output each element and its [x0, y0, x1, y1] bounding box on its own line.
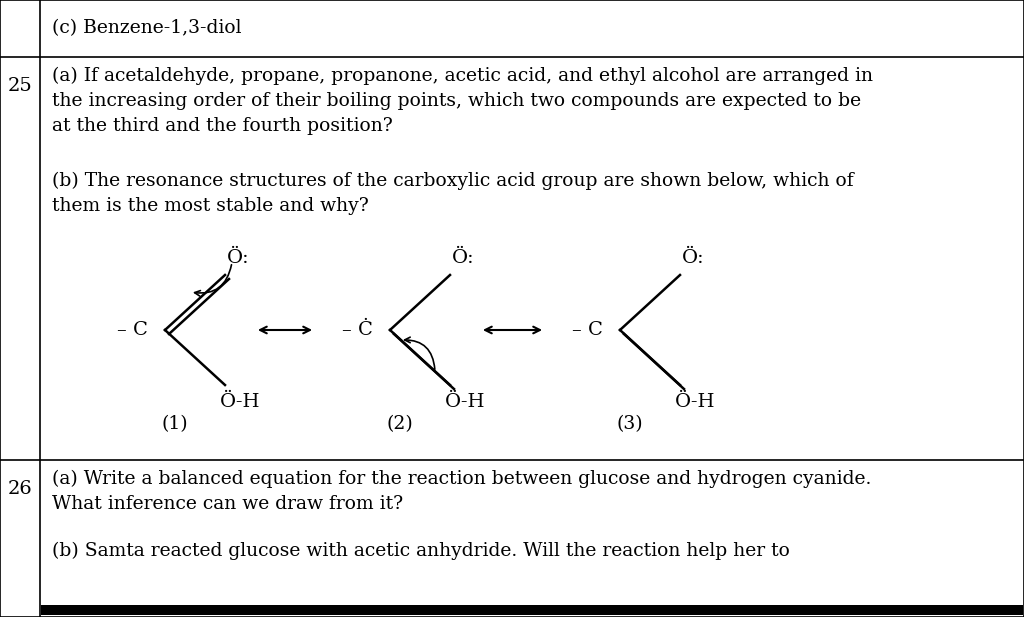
Text: – C: – C	[117, 321, 147, 339]
FancyArrowPatch shape	[260, 326, 310, 333]
Text: Ö:: Ö:	[452, 249, 475, 267]
Text: Ö-H: Ö-H	[675, 393, 716, 411]
Text: Ö:: Ö:	[682, 249, 705, 267]
Text: (a) If acetaldehyde, propane, propanone, acetic acid, and ethyl alcohol are arra: (a) If acetaldehyde, propane, propanone,…	[52, 67, 873, 135]
Text: Ö:: Ö:	[227, 249, 250, 267]
Bar	[41, 605, 1023, 615]
Text: – Ċ: – Ċ	[342, 321, 373, 339]
Text: (2): (2)	[387, 415, 414, 433]
Text: Ö-H: Ö-H	[445, 393, 485, 411]
Text: (a) Write a balanced equation for the reaction between glucose and hydrogen cyan: (a) Write a balanced equation for the re…	[52, 470, 871, 513]
Text: (b) The resonance structures of the carboxylic acid group are shown below, which: (b) The resonance structures of the carb…	[52, 172, 854, 215]
FancyArrowPatch shape	[404, 337, 435, 369]
Text: 26: 26	[7, 480, 33, 498]
Text: (c) Benzene-1,3-diol: (c) Benzene-1,3-diol	[52, 20, 242, 38]
Text: Ö-H: Ö-H	[220, 393, 260, 411]
Text: (3): (3)	[616, 415, 643, 433]
Text: 25: 25	[7, 77, 33, 95]
Text: (1): (1)	[162, 415, 188, 433]
Text: – C: – C	[572, 321, 603, 339]
FancyArrowPatch shape	[485, 326, 540, 333]
FancyArrowPatch shape	[195, 265, 231, 296]
Text: (b) Samta reacted glucose with acetic anhydride. Will the reaction help her to: (b) Samta reacted glucose with acetic an…	[52, 542, 790, 560]
